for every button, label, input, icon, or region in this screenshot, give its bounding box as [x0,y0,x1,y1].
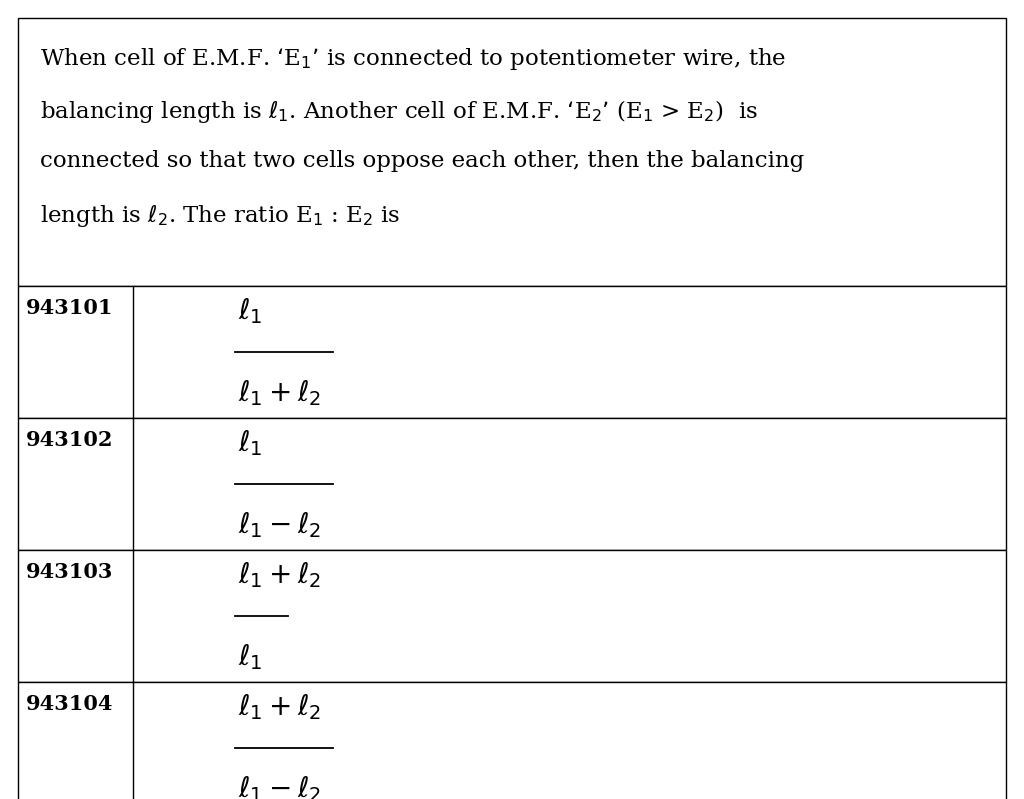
Text: $\ell_1$: $\ell_1$ [238,428,262,459]
Text: 943104: 943104 [26,694,114,714]
Text: connected so that two cells oppose each other, then the balancing: connected so that two cells oppose each … [40,150,804,172]
Text: $\ell_1 - \ell_2$: $\ell_1 - \ell_2$ [238,510,321,539]
Text: length is $\ell_2$. The ratio E$_1$ : E$_2$ is: length is $\ell_2$. The ratio E$_1$ : E$… [40,202,400,229]
Bar [18,550,1006,682]
Bar [18,286,1006,418]
Bar [18,682,1006,799]
Text: $\ell_1$: $\ell_1$ [238,296,262,326]
Text: $\ell_1 + \ell_2$: $\ell_1 + \ell_2$ [238,560,321,590]
Bar [18,418,1006,550]
Text: $\ell_1 + \ell_2$: $\ell_1 + \ell_2$ [238,378,321,407]
Text: 943102: 943102 [26,430,114,450]
Text: 943103: 943103 [26,562,114,582]
Text: 943101: 943101 [26,298,114,318]
Text: $\ell_1$: $\ell_1$ [238,642,262,672]
Text: When cell of E.M.F. ‘E$_1$’ is connected to potentiometer wire, the: When cell of E.M.F. ‘E$_1$’ is connected… [40,46,786,72]
Bar [18,18,1006,286]
Text: $\ell_1 - \ell_2$: $\ell_1 - \ell_2$ [238,773,321,799]
Text: $\ell_1 + \ell_2$: $\ell_1 + \ell_2$ [238,693,321,722]
Text: balancing length is $\ell_1$. Another cell of E.M.F. ‘E$_2$’ (E$_1$ > E$_2$)  is: balancing length is $\ell_1$. Another ce… [40,98,758,125]
